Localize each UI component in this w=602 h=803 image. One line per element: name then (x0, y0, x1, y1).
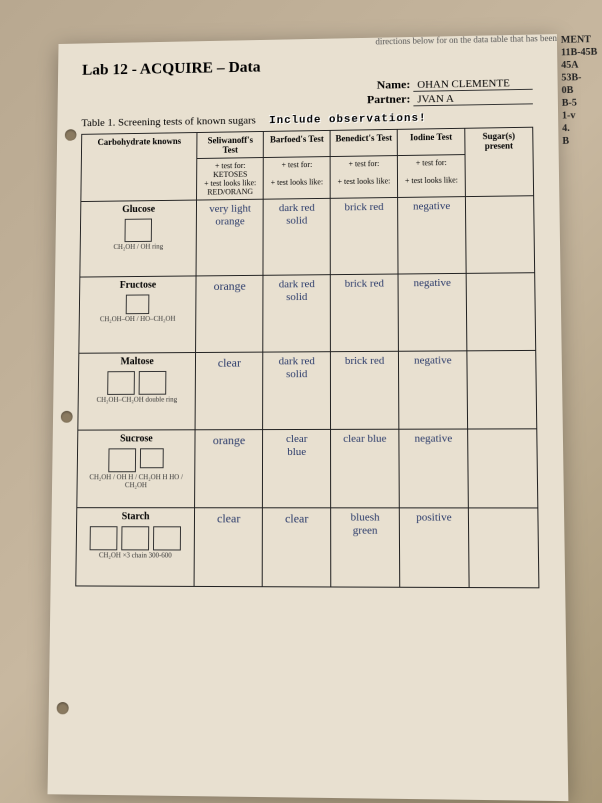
iodine-sub: + test for: + test looks like: (397, 155, 465, 198)
table-row: Maltose CH₂OH–CH₂OH double ring clear da… (78, 350, 537, 430)
edge-codes: MENT 11B-45B 45A 53B- 0B B-5 1-v 4. B (561, 33, 599, 147)
seliwanoff-obs: clear (194, 508, 262, 587)
benedict-obs: brick red (330, 274, 398, 352)
barfoed-obs: clear (262, 508, 330, 587)
barfoed-sub: + test for: + test looks like: (263, 157, 330, 200)
data-table: Carbohydrate knowns Seliwanoff's Test Ba… (75, 127, 539, 589)
seliwanoff-obs: very light orange (196, 199, 263, 276)
sugar-name: Maltose (81, 356, 193, 367)
structure: CH₂OH–OH / HO–CH₂OH (82, 292, 194, 324)
edge-code: 4. (562, 122, 599, 135)
table-row: Starch CH₂OH ×3 chain 300-600 clear clea… (76, 508, 539, 588)
benedict-obs: brick red (331, 351, 399, 429)
table-body: Glucose CH₂OH / OH ring very light orang… (76, 196, 539, 588)
sugar-cell: Starch CH₂OH ×3 chain 300-600 (76, 508, 195, 587)
col-iodine: Iodine Test (397, 128, 465, 155)
structure: CH₂OH ×3 chain 300-600 (79, 524, 193, 560)
col-benedict: Benedict's Test (330, 129, 397, 156)
sugar-name: Fructose (82, 279, 194, 291)
sugar-name: Sucrose (80, 433, 193, 444)
edge-code: B (562, 134, 599, 147)
edge-code: 0B (562, 84, 598, 97)
sugar-cell: Fructose CH₂OH–OH / HO–CH₂OH (79, 276, 197, 353)
barfoed-obs: dark red solid (263, 275, 331, 352)
include-observations: Include observations! (269, 113, 426, 127)
benedict-obs: brick red (330, 197, 398, 274)
name-label: Name: (377, 77, 411, 91)
worksheet-page: directions below for on the data table t… (48, 34, 569, 801)
iodine-obs: negative (398, 197, 466, 274)
structure: CH₂OH / OH ring (83, 216, 195, 252)
structure: CH₂OH–CH₂OH double ring (81, 369, 194, 405)
barfoed-obs: dark red solid (263, 198, 330, 275)
partner-value: JVAN A (413, 92, 533, 107)
partner-label: Partner: (367, 92, 411, 106)
table-row: Sucrose CH₂OH / OH H / CH₂OH H HO / CH₂O… (77, 429, 538, 508)
sugar-cell: Maltose CH₂OH–CH₂OH double ring (78, 353, 196, 431)
seliwanoff-obs: orange (195, 430, 263, 508)
table-caption: Table 1. Screening tests of known sugars (81, 115, 255, 129)
punch-holes (56, 44, 80, 795)
edge-code: 1-v (562, 109, 599, 122)
col-barfoed: Barfoed's Test (264, 130, 331, 157)
iodine-obs: negative (399, 351, 468, 429)
benedict-obs: clear blue (331, 429, 400, 508)
iodine-obs: negative (398, 273, 467, 351)
corner-note: directions below for on the data table t… (375, 34, 557, 47)
edge-code: 11B-45B (561, 46, 597, 59)
table-row: Glucose CH₂OH / OH ring very light orang… (80, 196, 535, 277)
edge-code: 45A (561, 59, 597, 72)
sugar-cell: Sucrose CH₂OH / OH H / CH₂OH H HO / CH₂O… (77, 430, 196, 508)
sugar-name: Starch (79, 511, 192, 522)
edge-code: MENT (561, 33, 597, 46)
iodine-obs: positive (399, 508, 469, 588)
benedict-sub: + test for: + test looks like: (330, 156, 397, 199)
sugar-present-obs (465, 196, 534, 274)
sugar-present-obs (468, 429, 538, 508)
sugar-cell: Glucose CH₂OH / OH ring (80, 200, 197, 277)
barfoed-obs: dark red solid (263, 352, 331, 430)
col-carb: Carbohydrate knowns (81, 133, 197, 202)
seliwanoff-obs: orange (196, 275, 263, 352)
edge-code: 53B- (561, 71, 597, 84)
sugar-present-obs (467, 350, 537, 429)
table-row: Fructose CH₂OH–OH / HO–CH₂OH orange dark… (79, 273, 536, 354)
sugar-name: Glucose (83, 203, 194, 215)
seliwanoff-obs: clear (195, 352, 263, 430)
col-sugar-present: Sugar(s) present (465, 127, 534, 196)
edge-code: B-5 (562, 96, 599, 109)
benedict-obs: bluesh green (331, 508, 400, 587)
seliwanoff-sub: + test for: KETOSES + test looks like: R… (197, 158, 264, 201)
col-seliwanoff: Seliwanoff's Test (197, 131, 263, 158)
header-row-1: Carbohydrate knowns Seliwanoff's Test Ba… (81, 127, 533, 160)
barfoed-obs: clear blue (263, 429, 331, 507)
structure: CH₂OH / OH H / CH₂OH H HO / CH₂OH (79, 446, 192, 489)
iodine-obs: negative (399, 429, 468, 508)
sugar-present-obs (466, 273, 536, 351)
sugar-present-obs (468, 508, 539, 588)
